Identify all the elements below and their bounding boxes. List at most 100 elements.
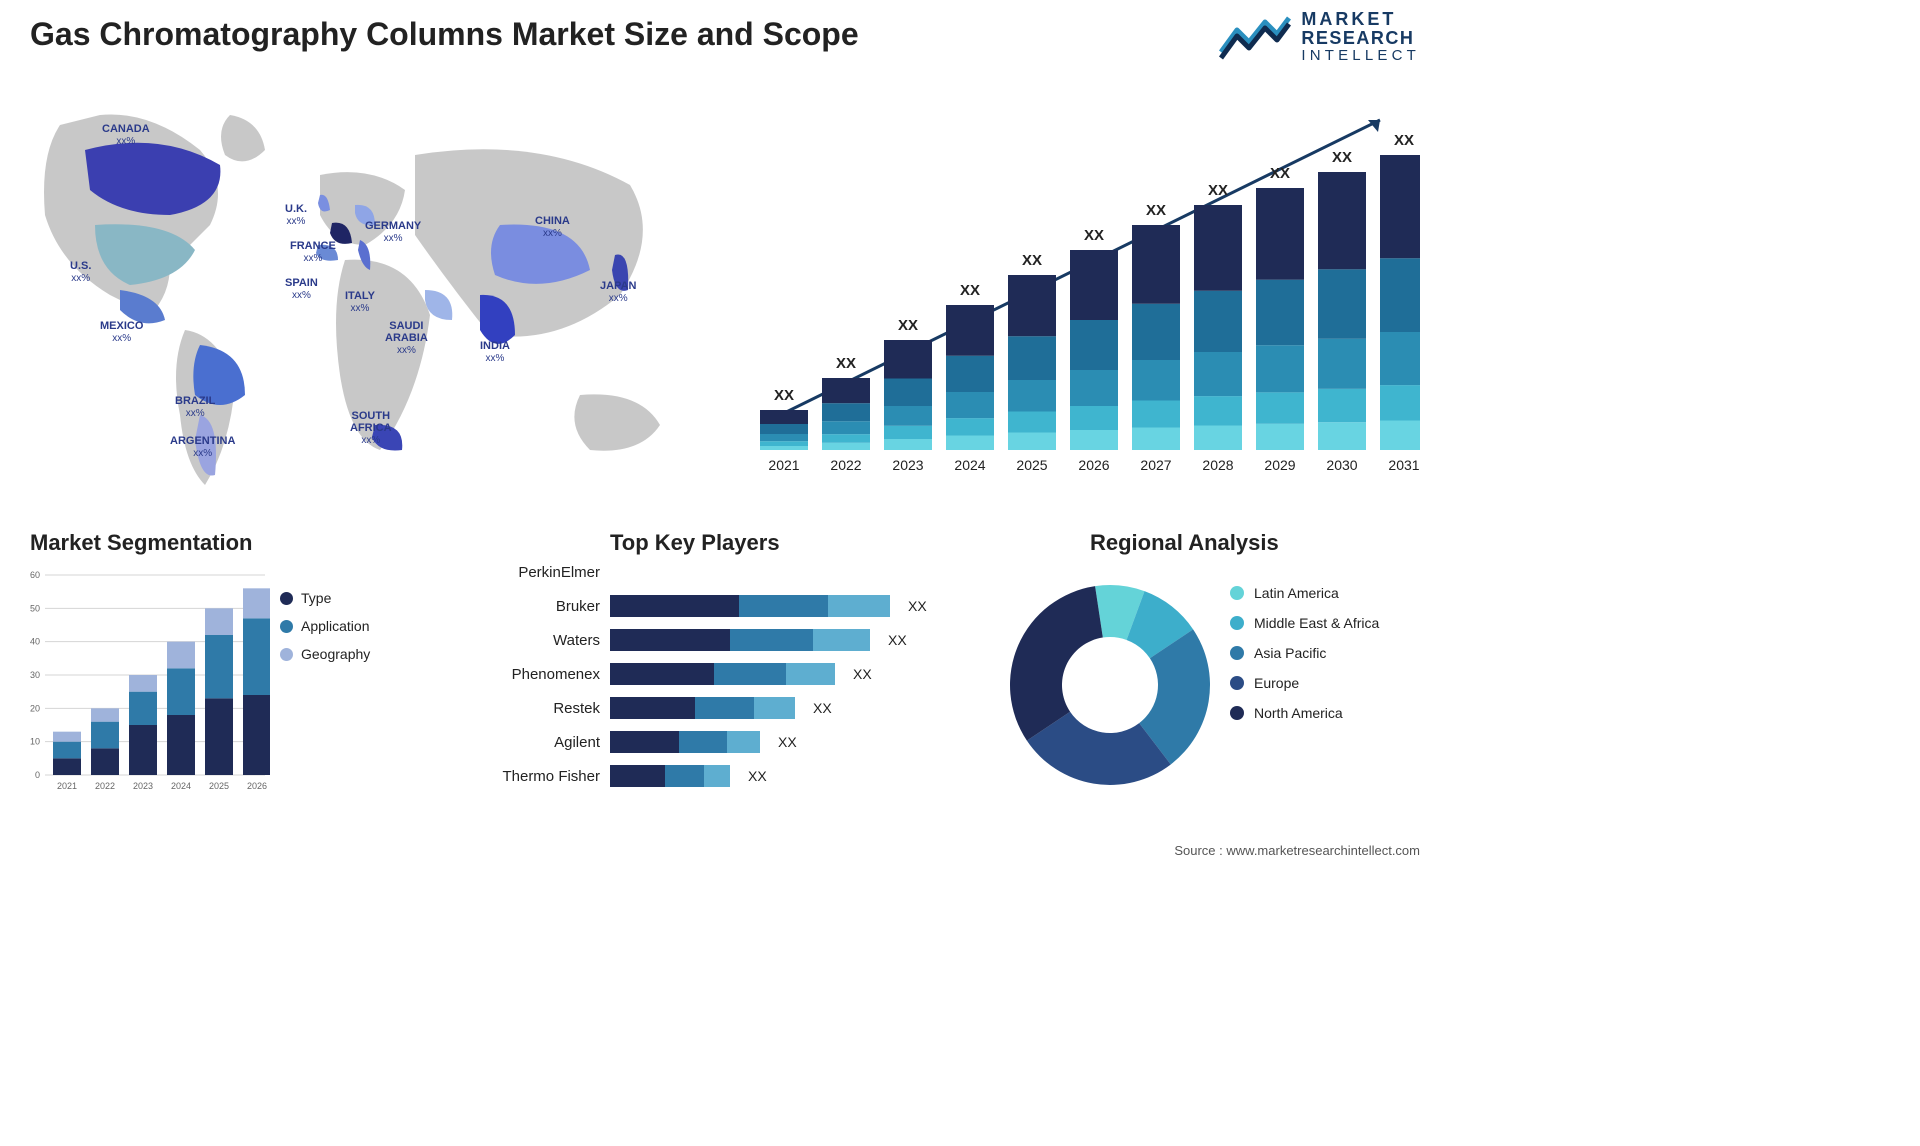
player-name: Bruker bbox=[480, 598, 600, 615]
svg-text:2025: 2025 bbox=[209, 781, 229, 791]
svg-text:2025: 2025 bbox=[1016, 457, 1047, 473]
player-bar bbox=[610, 697, 795, 719]
svg-text:20: 20 bbox=[30, 703, 40, 713]
players-title: Top Key Players bbox=[610, 530, 780, 556]
player-value: XX bbox=[748, 768, 767, 784]
map-label-south-africa: SOUTHAFRICAxx% bbox=[350, 410, 392, 446]
map-label-argentina: ARGENTINAxx% bbox=[170, 435, 235, 459]
player-name: PerkinElmer bbox=[480, 564, 600, 581]
map-label-china: CHINAxx% bbox=[535, 215, 570, 239]
player-row-perkinelmer: PerkinElmer bbox=[480, 555, 980, 589]
seg-legend-application: Application bbox=[280, 618, 370, 634]
svg-text:XX: XX bbox=[1270, 165, 1290, 182]
player-row-restek: Restek XX bbox=[480, 691, 980, 725]
region-legend-asia-pacific: Asia Pacific bbox=[1230, 645, 1379, 661]
player-name: Agilent bbox=[480, 734, 600, 751]
map-label-italy: ITALYxx% bbox=[345, 290, 375, 314]
region-legend-europe: Europe bbox=[1230, 675, 1379, 691]
player-row-phenomenex: Phenomenex XX bbox=[480, 657, 980, 691]
player-value: XX bbox=[813, 700, 832, 716]
svg-text:2022: 2022 bbox=[830, 457, 861, 473]
svg-text:XX: XX bbox=[960, 282, 980, 299]
svg-text:XX: XX bbox=[774, 387, 794, 404]
svg-text:2024: 2024 bbox=[954, 457, 985, 473]
key-players-chart: PerkinElmerBrukerXXWatersXXPhenomenexXXR… bbox=[480, 555, 980, 835]
svg-text:XX: XX bbox=[836, 355, 856, 372]
svg-text:XX: XX bbox=[1332, 149, 1352, 166]
map-label-japan: JAPANxx% bbox=[600, 280, 636, 304]
player-value: XX bbox=[888, 632, 907, 648]
map-label-mexico: MEXICOxx% bbox=[100, 320, 143, 344]
svg-text:2027: 2027 bbox=[1140, 457, 1171, 473]
player-name: Waters bbox=[480, 632, 600, 649]
segmentation-legend: Type Application Geography bbox=[280, 590, 370, 674]
region-legend-latin-america: Latin America bbox=[1230, 585, 1379, 601]
svg-text:2022: 2022 bbox=[95, 781, 115, 791]
player-bar bbox=[610, 663, 835, 685]
svg-text:30: 30 bbox=[30, 670, 40, 680]
player-name: Thermo Fisher bbox=[480, 768, 600, 785]
svg-text:2026: 2026 bbox=[247, 781, 267, 791]
player-row-agilent: Agilent XX bbox=[480, 725, 980, 759]
map-label-brazil: BRAZILxx% bbox=[175, 395, 215, 419]
segmentation-chart: 0 10 20 30 40 50 60 2021 2022 2023 2024 2025 2026 Ty… bbox=[20, 565, 440, 825]
svg-text:40: 40 bbox=[30, 637, 40, 647]
segmentation-title: Market Segmentation bbox=[30, 530, 253, 556]
svg-text:2028: 2028 bbox=[1202, 457, 1233, 473]
svg-text:XX: XX bbox=[1208, 182, 1228, 199]
logo-line3: INTELLECT bbox=[1301, 48, 1420, 64]
player-row-bruker: Bruker XX bbox=[480, 589, 980, 623]
seg-legend-type: Type bbox=[280, 590, 370, 606]
logo-icon bbox=[1219, 12, 1291, 62]
region-legend-middle-east-africa: Middle East & Africa bbox=[1230, 615, 1379, 631]
svg-text:2024: 2024 bbox=[171, 781, 191, 791]
map-label-germany: GERMANYxx% bbox=[365, 220, 421, 244]
player-name: Restek bbox=[480, 700, 600, 717]
svg-text:XX: XX bbox=[1146, 202, 1166, 219]
svg-text:2023: 2023 bbox=[133, 781, 153, 791]
svg-text:60: 60 bbox=[30, 570, 40, 580]
regional-chart: Latin America Middle East & Africa Asia Pa… bbox=[1000, 545, 1430, 825]
svg-text:2021: 2021 bbox=[57, 781, 77, 791]
player-bar bbox=[610, 765, 730, 787]
svg-text:10: 10 bbox=[30, 737, 40, 747]
player-value: XX bbox=[908, 598, 927, 614]
map-label-u.s.: U.S.xx% bbox=[70, 260, 91, 284]
player-row-thermo-fisher: Thermo Fisher XX bbox=[480, 759, 980, 793]
svg-text:XX: XX bbox=[1022, 252, 1042, 269]
svg-text:2021: 2021 bbox=[768, 457, 799, 473]
svg-text:XX: XX bbox=[898, 317, 918, 334]
svg-text:XX: XX bbox=[1084, 227, 1104, 244]
svg-text:2026: 2026 bbox=[1078, 457, 1109, 473]
map-label-india: INDIAxx% bbox=[480, 340, 510, 364]
map-label-france: FRANCExx% bbox=[290, 240, 336, 264]
map-label-spain: SPAINxx% bbox=[285, 277, 318, 301]
logo-line1: MARKET bbox=[1301, 10, 1420, 29]
brand-logo: MARKET RESEARCH INTELLECT bbox=[1219, 10, 1420, 64]
svg-text:0: 0 bbox=[35, 770, 40, 780]
page-title: Gas Chromatography Columns Market Size a… bbox=[30, 16, 859, 53]
player-value: XX bbox=[853, 666, 872, 682]
region-legend-north-america: North America bbox=[1230, 705, 1379, 721]
svg-text:2030: 2030 bbox=[1326, 457, 1357, 473]
player-name: Phenomenex bbox=[480, 666, 600, 683]
player-row-waters: Waters XX bbox=[480, 623, 980, 657]
svg-text:2023: 2023 bbox=[892, 457, 923, 473]
player-bar bbox=[610, 595, 890, 617]
seg-legend-geography: Geography bbox=[280, 646, 370, 662]
map-label-canada: CANADAxx% bbox=[102, 123, 150, 147]
world-map: CANADAxx% U.S.xx% MEXICOxx% BRAZILxx% ARGENT… bbox=[20, 95, 700, 495]
svg-text:XX: XX bbox=[1394, 132, 1414, 149]
source-text: Source : www.marketresearchintellect.com bbox=[1174, 843, 1420, 858]
logo-line2: RESEARCH bbox=[1301, 29, 1420, 48]
svg-text:2031: 2031 bbox=[1388, 457, 1419, 473]
player-bar bbox=[610, 731, 760, 753]
market-size-chart: XX 2021 XX 2022 XX 2023 XX 2024 XX 2025 XX 2026 XX 20… bbox=[740, 100, 1420, 480]
svg-text:2029: 2029 bbox=[1264, 457, 1295, 473]
player-value: XX bbox=[778, 734, 797, 750]
regional-legend: Latin America Middle East & Africa Asia Pa… bbox=[1230, 585, 1379, 735]
map-label-u.k.: U.K.xx% bbox=[285, 203, 307, 227]
map-label-saudi-arabia: SAUDIARABIAxx% bbox=[385, 320, 428, 356]
svg-text:50: 50 bbox=[30, 603, 40, 613]
player-bar bbox=[610, 629, 870, 651]
